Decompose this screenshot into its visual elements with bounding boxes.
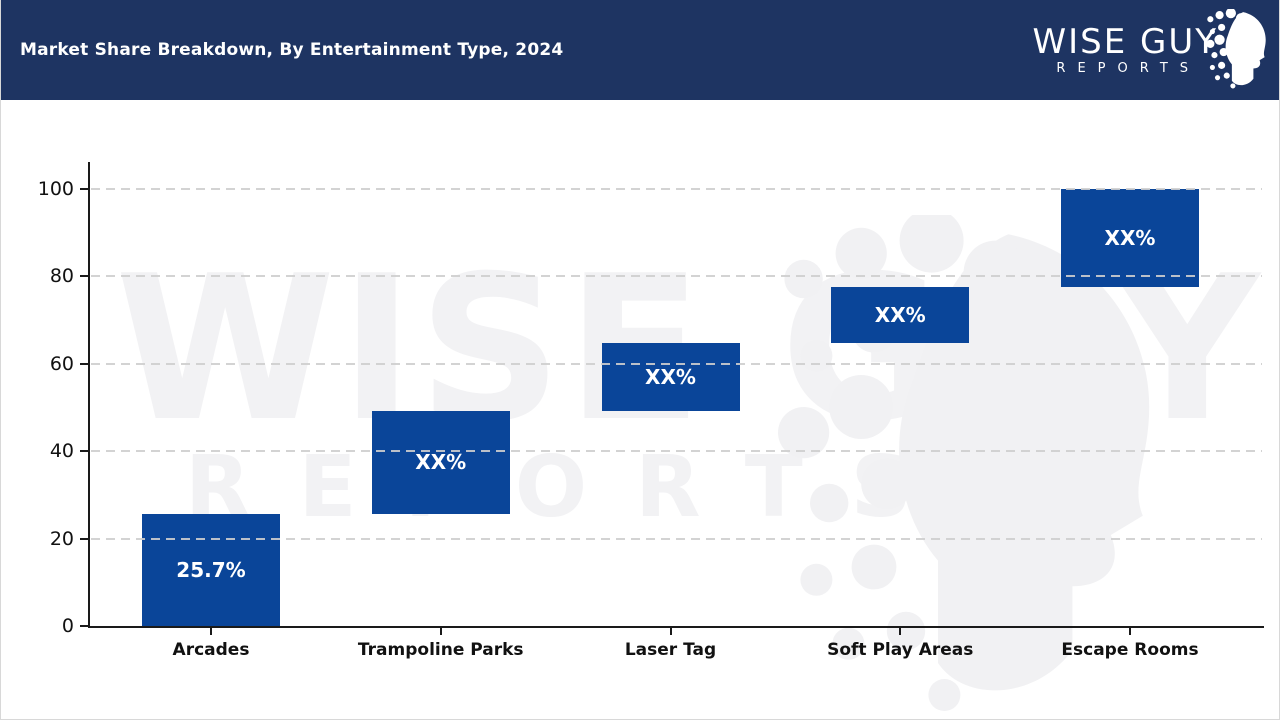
category-label-trampoline-parks: Trampoline Parks bbox=[357, 640, 524, 660]
y-tick-80 bbox=[80, 275, 89, 277]
y-tick-label-20: 20 bbox=[49, 527, 74, 550]
bar-soft-play-areas bbox=[831, 286, 970, 343]
chart-area: WISE GUY REPORTS 02040608010025.7%Arcade… bbox=[0, 100, 1280, 720]
y-tick-40 bbox=[80, 450, 89, 452]
bar-escape-rooms bbox=[1061, 188, 1199, 287]
bar-value-label-escape-rooms: XX% bbox=[1104, 225, 1156, 250]
x-axis-line bbox=[88, 626, 1264, 628]
category-label-escape-rooms: Escape Rooms bbox=[1061, 640, 1199, 660]
gridline-20 bbox=[91, 537, 1262, 540]
y-tick-20 bbox=[80, 537, 89, 540]
x-tick-laser-tag bbox=[669, 626, 672, 635]
category-label-soft-play-areas: Soft Play Areas bbox=[827, 640, 974, 660]
gridline-80 bbox=[91, 275, 1262, 277]
bar-arcades bbox=[142, 513, 280, 626]
x-tick-soft-play-areas bbox=[899, 626, 902, 635]
y-tick-label-100: 100 bbox=[37, 177, 74, 200]
bar-value-label-soft-play-areas: XX% bbox=[874, 302, 926, 327]
watermark-text-2: REPORTS bbox=[185, 438, 960, 537]
gridline-40 bbox=[91, 450, 1262, 452]
y-axis-line bbox=[88, 162, 90, 628]
face-profile-icon bbox=[1206, 9, 1266, 89]
gridline-60 bbox=[91, 362, 1262, 365]
header-bar: Market Share Breakdown, By Entertainment… bbox=[0, 0, 1280, 100]
bar-laser-tag bbox=[601, 342, 740, 412]
x-tick-trampoline-parks bbox=[439, 626, 442, 635]
bar-trampoline-parks bbox=[371, 411, 510, 514]
bar-value-label-laser-tag: XX% bbox=[645, 365, 696, 390]
watermark-face-icon bbox=[778, 215, 1150, 711]
brand-name: WISE GUY bbox=[1032, 21, 1218, 62]
y-tick-label-80: 80 bbox=[49, 265, 74, 287]
y-tick-0 bbox=[80, 625, 89, 627]
gridline-100 bbox=[91, 187, 1262, 190]
y-tick-60 bbox=[80, 362, 89, 365]
y-tick-label-0: 0 bbox=[61, 615, 74, 637]
bar-value-label-trampoline-parks: XX% bbox=[415, 450, 467, 475]
x-tick-arcades bbox=[210, 626, 212, 635]
x-tick-escape-rooms bbox=[1129, 626, 1131, 635]
category-label-laser-tag: Laser Tag bbox=[624, 640, 717, 660]
brand-subtitle: REPORTS bbox=[1056, 60, 1201, 76]
y-tick-label-40: 40 bbox=[49, 440, 74, 462]
brand-logo-text: WISE GUY REPORTS bbox=[1032, 25, 1218, 76]
page-title: Market Share Breakdown, By Entertainment… bbox=[20, 40, 564, 60]
y-tick-100 bbox=[80, 187, 89, 190]
brand-logo: WISE GUY REPORTS bbox=[1032, 8, 1270, 92]
y-tick-label-60: 60 bbox=[49, 352, 74, 375]
bar-value-label-arcades: 25.7% bbox=[176, 557, 246, 582]
category-label-arcades: Arcades bbox=[172, 640, 250, 660]
